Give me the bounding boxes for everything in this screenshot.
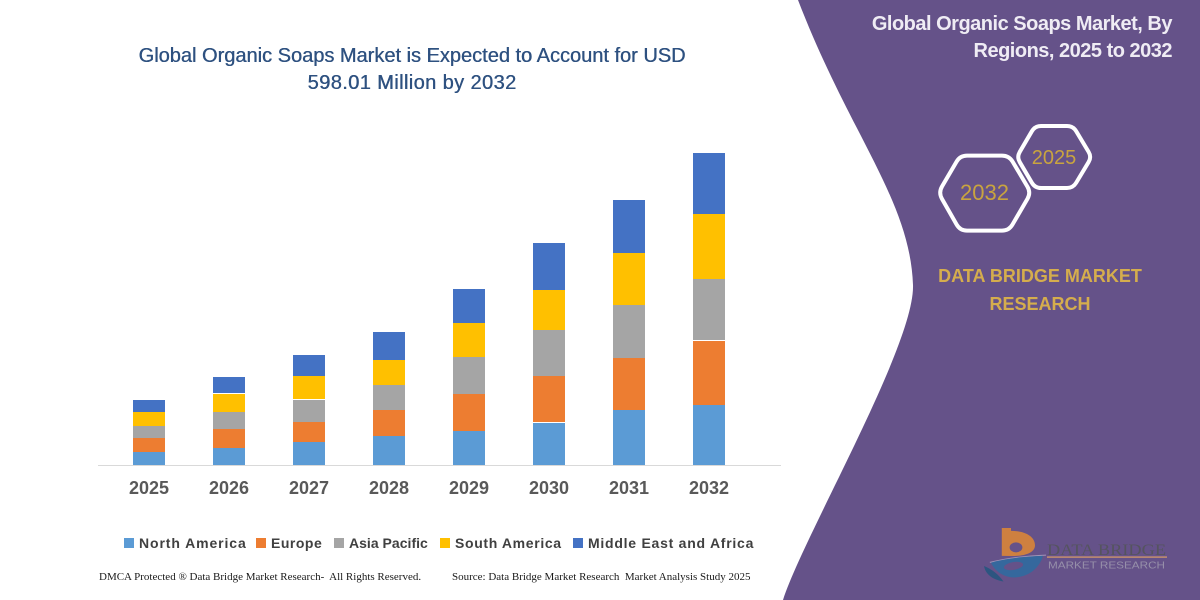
svg-text:DATA BRIDGE: DATA BRIDGE — [1047, 542, 1166, 559]
svg-text:MARKET RESEARCH: MARKET RESEARCH — [1048, 559, 1165, 571]
